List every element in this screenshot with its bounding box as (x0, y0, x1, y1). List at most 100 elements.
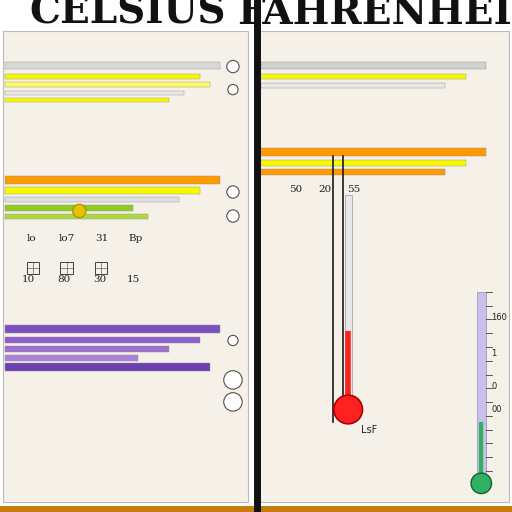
Bar (0, 509, 512, 511)
Bar (0, 507, 512, 509)
Bar (0, 507, 512, 510)
Text: lo7: lo7 (58, 233, 75, 243)
Bar (0, 508, 512, 510)
Bar (0, 507, 512, 510)
Text: lo: lo (27, 233, 36, 243)
Circle shape (227, 210, 239, 222)
Bar (0, 509, 512, 511)
Bar (0, 508, 512, 510)
Bar (0, 508, 512, 511)
Bar (5, 98, 169, 102)
Bar (0, 509, 512, 511)
Bar (5, 62, 220, 69)
Text: 55: 55 (347, 185, 360, 194)
Bar (0, 509, 512, 511)
Bar (0, 507, 512, 510)
Text: 160: 160 (492, 313, 507, 322)
Bar (0, 508, 512, 511)
Bar (0, 507, 512, 509)
Bar (0, 507, 512, 509)
Bar (0, 507, 512, 509)
Bar (0, 509, 512, 512)
Bar (0, 508, 512, 510)
Circle shape (228, 335, 238, 346)
Bar (0, 509, 512, 511)
Bar (0, 507, 512, 510)
Bar (0, 507, 512, 509)
Bar (0, 508, 512, 510)
Bar (0, 508, 512, 511)
Bar (0, 507, 512, 510)
Bar (0, 508, 512, 510)
Bar (0, 508, 512, 511)
Bar (0, 509, 512, 511)
Bar (0, 507, 512, 510)
Bar (0, 509, 512, 511)
Bar (0, 507, 512, 510)
Bar (0, 509, 512, 511)
Bar (0, 507, 512, 510)
Bar (0, 508, 512, 510)
Bar (0, 507, 512, 510)
Bar (261, 160, 466, 166)
Bar (0, 509, 512, 512)
Bar (0, 508, 512, 511)
Bar (477, 292, 486, 476)
Bar (0, 509, 512, 512)
Bar (0, 508, 512, 510)
Bar (0, 507, 512, 510)
Bar (0, 509, 512, 512)
Bar (3, 31, 248, 502)
Bar (5, 214, 148, 219)
Bar (0, 507, 512, 509)
Bar (0, 509, 512, 511)
Bar (0, 508, 512, 510)
Bar (0, 509, 512, 512)
Bar (0, 509, 512, 511)
Text: 10: 10 (22, 274, 35, 284)
Bar (0, 509, 512, 511)
Bar (0, 508, 512, 510)
Circle shape (227, 60, 239, 73)
Bar (0, 507, 512, 510)
Text: 30: 30 (93, 274, 106, 284)
Bar (261, 62, 486, 69)
Bar (0, 507, 512, 510)
Bar (0, 509, 512, 511)
Bar (0, 507, 512, 510)
Bar (259, 31, 509, 502)
Bar (0, 509, 512, 512)
Text: 15: 15 (126, 274, 140, 284)
Bar (0, 509, 512, 511)
Bar (0, 508, 512, 510)
Bar (0, 508, 512, 510)
Bar (0, 507, 512, 510)
Bar (0, 508, 512, 511)
Bar (5, 74, 200, 79)
Bar (0, 508, 512, 510)
Bar (0, 508, 512, 511)
Bar (0, 509, 512, 511)
Bar (0, 508, 512, 511)
Bar (345, 195, 352, 401)
Bar (5, 82, 210, 87)
Bar (0, 508, 512, 511)
Bar (0, 509, 512, 511)
Bar (0, 507, 512, 509)
Bar (0, 508, 512, 510)
Bar (0, 508, 512, 511)
Text: CELSIUS: CELSIUS (30, 0, 226, 32)
Bar (0, 509, 512, 511)
Bar (0, 508, 512, 510)
Bar (0, 508, 512, 511)
Bar (0, 509, 512, 512)
Bar (0, 508, 512, 510)
Bar (0, 508, 512, 510)
Bar (0, 507, 512, 510)
Circle shape (224, 371, 242, 389)
Bar (0, 508, 512, 510)
Bar (0, 509, 512, 512)
Text: 80: 80 (57, 274, 71, 284)
Bar (0, 508, 512, 510)
Bar (0, 507, 512, 510)
